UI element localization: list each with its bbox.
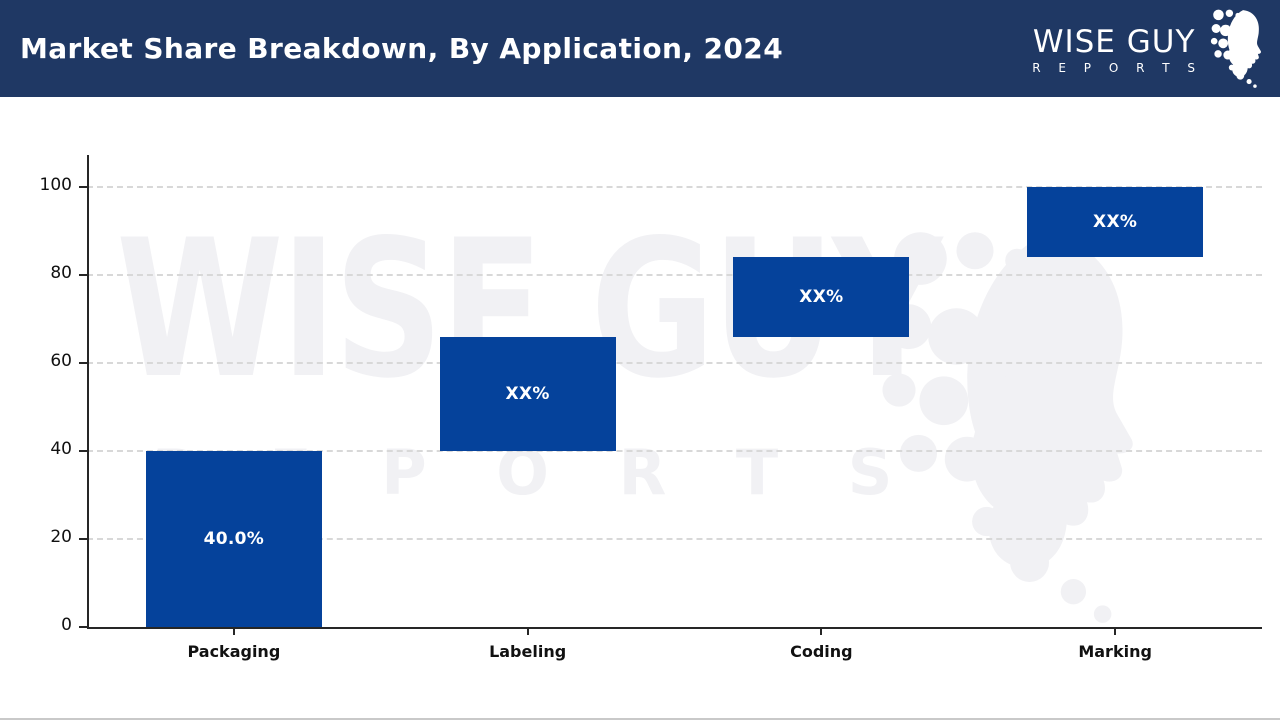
x-axis-label-marking: Marking	[1078, 642, 1152, 661]
x-axis-label-labeling: Labeling	[489, 642, 567, 661]
x-tick-coding	[820, 627, 823, 635]
y-tick-label-20: 20	[50, 527, 72, 547]
bar-labeling: XX%	[439, 336, 616, 451]
gridline-40	[87, 450, 1262, 452]
bar-marking: XX%	[1027, 187, 1204, 258]
wise-guy-logo: WISE GUY R E P O R T S	[1026, 6, 1268, 92]
header-bar: Market Share Breakdown, By Application, …	[0, 0, 1280, 97]
y-tick-20	[79, 538, 87, 540]
logo-subtitle: R E P O R T S	[1032, 60, 1202, 75]
x-tick-packaging	[232, 627, 235, 635]
logo-face-icon	[1206, 9, 1268, 89]
bar-value-label-coding: XX%	[799, 286, 844, 307]
x-tick-marking	[1114, 627, 1117, 635]
gridline-60	[87, 362, 1262, 364]
y-tick-60	[79, 362, 87, 364]
gridline-20	[87, 538, 1262, 540]
y-tick-label-60: 60	[50, 351, 72, 371]
y-tick-label-100: 100	[39, 175, 72, 195]
bar-value-label-packaging: 40.0%	[203, 529, 265, 549]
gridline-80	[87, 274, 1262, 276]
y-axis-line	[87, 155, 89, 629]
chart-area: WISE GUY R E P O R T S 0 20 40 60 80 100 40.0%…	[0, 97, 1280, 718]
bar-coding: XX%	[733, 257, 910, 337]
bar-value-label-labeling: XX%	[505, 383, 550, 404]
chart-title: Market Share Breakdown, By Application, …	[20, 32, 784, 65]
y-tick-label-0: 0	[61, 615, 72, 635]
x-tick-labeling	[526, 627, 529, 635]
y-tick-100	[79, 186, 87, 188]
y-tick-0	[79, 626, 87, 628]
y-tick-80	[79, 274, 87, 276]
bar-value-label-marking: XX%	[1093, 212, 1138, 233]
y-tick-label-80: 80	[50, 263, 72, 283]
x-axis-label-packaging: Packaging	[187, 642, 281, 661]
x-axis-label-coding: Coding	[790, 642, 853, 661]
bar-packaging: 40.0%	[145, 451, 322, 627]
logo-wordmark: WISE GUY	[1032, 23, 1196, 60]
y-tick-40	[79, 450, 87, 452]
gridline-100	[87, 186, 1262, 188]
logo-text: WISE GUY R E P O R T S	[1026, 24, 1202, 75]
y-tick-label-40: 40	[50, 439, 72, 459]
x-axis-line	[87, 627, 1262, 629]
